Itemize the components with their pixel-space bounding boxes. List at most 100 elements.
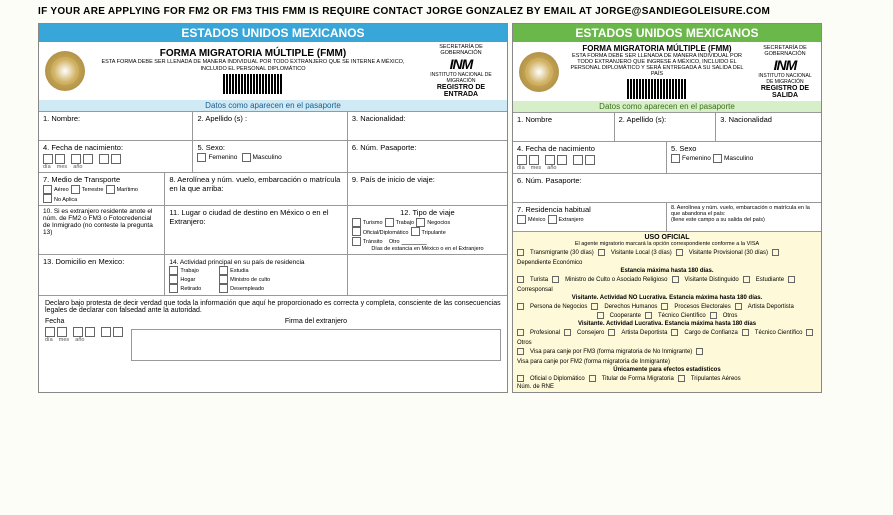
- noapl-label: No Aplica: [54, 197, 77, 203]
- cb-mar[interactable]: [106, 185, 115, 194]
- mar-label: Marítimo: [117, 187, 138, 193]
- cb-cargo[interactable]: [671, 329, 678, 336]
- cb-vloc[interactable]: [598, 249, 605, 256]
- ret-label: Retirado: [180, 286, 201, 292]
- entry-titlebar: FORMA MIGRATORIA MÚLTIPLE (FMM) ESTA FOR…: [39, 42, 507, 100]
- forms-container: ESTADOS UNIDOS MEXICANOS FORMA MIGRATORI…: [0, 23, 893, 393]
- dia-label: día: [43, 164, 51, 170]
- cb-ta[interactable]: [678, 375, 685, 382]
- cb-fm2[interactable]: [696, 348, 703, 355]
- cb-prof[interactable]: [517, 329, 524, 336]
- cb-trab2[interactable]: [169, 266, 178, 275]
- neg-label: Negocios: [427, 220, 450, 226]
- cb-est[interactable]: [219, 266, 228, 275]
- mes-label: mes: [57, 164, 67, 170]
- cb-trans[interactable]: [517, 249, 524, 256]
- cb-ext[interactable]: [548, 215, 557, 224]
- cb-pe[interactable]: [661, 303, 668, 310]
- corr-label: Corresponsal: [517, 287, 553, 293]
- cb-fem-r[interactable]: [671, 154, 680, 163]
- cb-turista[interactable]: [517, 276, 524, 283]
- trab2-label: Trabajo: [180, 268, 198, 274]
- ot-label: Otros: [723, 313, 738, 319]
- cb-od[interactable]: [517, 375, 524, 382]
- cb-masc-r[interactable]: [713, 154, 722, 163]
- pn-label: Persona de Negocios: [530, 304, 587, 310]
- signature-box[interactable]: [131, 329, 501, 361]
- cb-noapl[interactable]: [43, 194, 52, 203]
- cb-art[interactable]: [735, 303, 742, 310]
- prof-label: Profesional: [530, 330, 560, 336]
- llene-label: (llene este campo a su salida del país): [671, 217, 765, 223]
- field-nacionalidad-r[interactable]: 3. Nacionalidad: [716, 113, 821, 141]
- form-subtitle-r: ESTA FORMA DEBE SER LLENADA DE MANERA IN…: [565, 53, 749, 77]
- hogar-label: Hogar: [180, 277, 195, 283]
- cb-aereo[interactable]: [43, 185, 52, 194]
- cb-ret[interactable]: [169, 284, 178, 293]
- field-nombre[interactable]: 1. Nombre:: [39, 112, 193, 140]
- cb-corr[interactable]: [788, 276, 795, 283]
- aero2-label: 8. Aerolínea y núm. vuelo, embarcación o…: [671, 205, 810, 217]
- field-pasaporte[interactable]: 6. Núm. Pasaporte:: [348, 141, 507, 172]
- tit-label: Titular de Forma Migratoria: [602, 376, 674, 382]
- field-fnac[interactable]: 4. Fecha de nacimiento: día mes año: [39, 141, 193, 172]
- field-aerolinea[interactable]: 8. Aerolínea y núm. vuelo, embarcación o…: [165, 173, 348, 205]
- cb-coop[interactable]: [597, 312, 604, 319]
- field-apellido-r[interactable]: 2. Apellido (s):: [615, 113, 717, 141]
- cb-masc[interactable]: [242, 153, 251, 162]
- field-domicilio[interactable]: 13. Domicilio en Mexico:: [39, 255, 165, 295]
- est-label: Estudia: [230, 268, 248, 274]
- cb-vprov[interactable]: [676, 249, 683, 256]
- actluc: Visitante. Actividad Lucrativa. Estancia…: [517, 321, 817, 327]
- cb-ofic[interactable]: [352, 227, 361, 236]
- cb-tran[interactable]: [352, 237, 361, 246]
- field-aero-r[interactable]: 8. Aerolínea y núm. vuelo, embarcación o…: [667, 203, 821, 231]
- cb-vd[interactable]: [672, 276, 679, 283]
- terr-label: Terrestre: [82, 187, 104, 193]
- cb-ot2[interactable]: [806, 329, 813, 336]
- cb-pn[interactable]: [517, 303, 524, 310]
- cb-des[interactable]: [219, 284, 228, 293]
- cb-tc[interactable]: [645, 312, 652, 319]
- cb-trab[interactable]: [385, 218, 394, 227]
- tc2-label: Técnico Científico: [755, 330, 803, 336]
- fem-label-r: Femenino: [682, 155, 711, 162]
- cb-minc[interactable]: [552, 276, 559, 283]
- cb-fem[interactable]: [197, 153, 206, 162]
- cb-hogar[interactable]: [169, 275, 178, 284]
- cb-dep[interactable]: [772, 249, 779, 256]
- efectos: Únicamente para efectos estadísticos: [517, 367, 817, 373]
- cb-art2[interactable]: [608, 329, 615, 336]
- cb-trip[interactable]: [411, 227, 420, 236]
- cb-terr[interactable]: [71, 185, 80, 194]
- cb-fm3[interactable]: [517, 348, 524, 355]
- passport-band: Datos como aparecen en el pasaporte: [39, 100, 507, 111]
- est180: Estancia máxima hasta 180 días.: [517, 268, 817, 274]
- cb-tit[interactable]: [589, 375, 596, 382]
- field-apellido[interactable]: 2. Apellido (s) :: [193, 112, 347, 140]
- field-pais-inicio[interactable]: 9. País de inicio de viaje:: [348, 173, 507, 205]
- field-nacionalidad[interactable]: 3. Nacionalidad:: [348, 112, 507, 140]
- masc-label-r: Masculino: [724, 155, 753, 162]
- field-pasaporte-r[interactable]: 6. Núm. Pasaporte:: [513, 174, 821, 202]
- cb-tc2[interactable]: [742, 329, 749, 336]
- cb-ot[interactable]: [710, 312, 717, 319]
- cb-dh[interactable]: [591, 303, 598, 310]
- vprov-label: Visitante Provisional (30 días): [689, 250, 768, 256]
- field-nombre-r[interactable]: 1. Nombre: [513, 113, 615, 141]
- trip-label: Tripulante: [422, 230, 446, 236]
- fm2-label: Visa para canje por FM2 (forma migratori…: [517, 359, 670, 365]
- ofic-label: Oficial/Diplomático: [363, 230, 409, 236]
- cb-estd[interactable]: [743, 276, 750, 283]
- firma-label: Firma del extranjero: [131, 318, 501, 325]
- fnac-label-r: 4. Fecha de nacimiento: [517, 144, 595, 153]
- cb-tur[interactable]: [352, 218, 361, 227]
- cb-mex[interactable]: [517, 215, 526, 224]
- field-lugar[interactable]: 11. Lugar o ciudad de destino en México …: [165, 206, 348, 254]
- cb-neg[interactable]: [416, 218, 425, 227]
- cb-min[interactable]: [219, 275, 228, 284]
- cb-cons[interactable]: [564, 329, 571, 336]
- field-fnac-r[interactable]: 4. Fecha de nacimiento día mes año: [513, 142, 667, 173]
- cargo-label: Cargo de Confianza: [684, 330, 737, 336]
- field-residente[interactable]: 10. Si es extranjero residente anote el …: [39, 206, 165, 254]
